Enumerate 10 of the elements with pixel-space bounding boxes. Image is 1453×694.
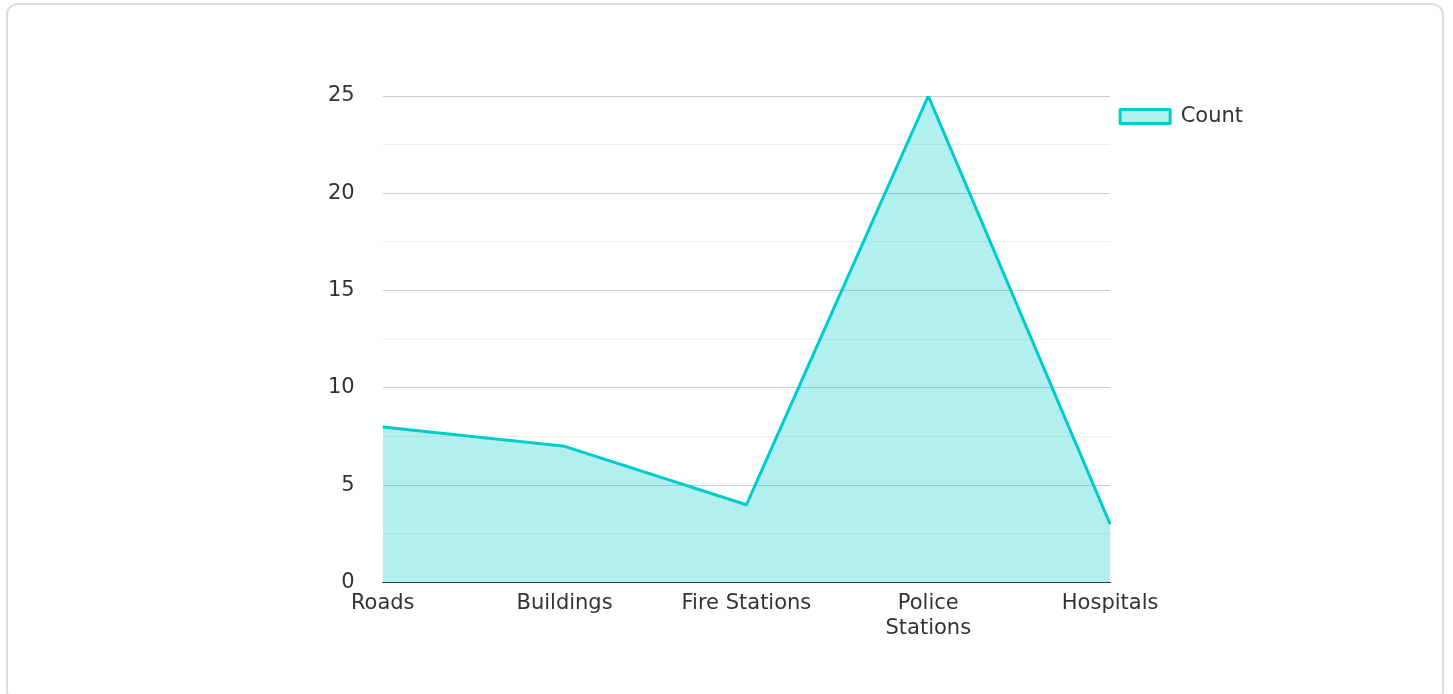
x-tick-label: Fire Stations xyxy=(681,589,812,614)
y-tick-label: 10 xyxy=(327,374,355,399)
y-tick-label: 15 xyxy=(327,277,355,302)
y-tick-label: 25 xyxy=(327,82,355,107)
x-tick-label: Police Stations xyxy=(885,589,972,639)
x-tick-label: Hospitals xyxy=(1061,589,1159,614)
y-tick-label: 20 xyxy=(327,179,355,204)
x-tick-label: Buildings xyxy=(516,589,613,614)
y-tick-label: 5 xyxy=(341,471,355,496)
legend-label: Count xyxy=(1180,102,1244,127)
